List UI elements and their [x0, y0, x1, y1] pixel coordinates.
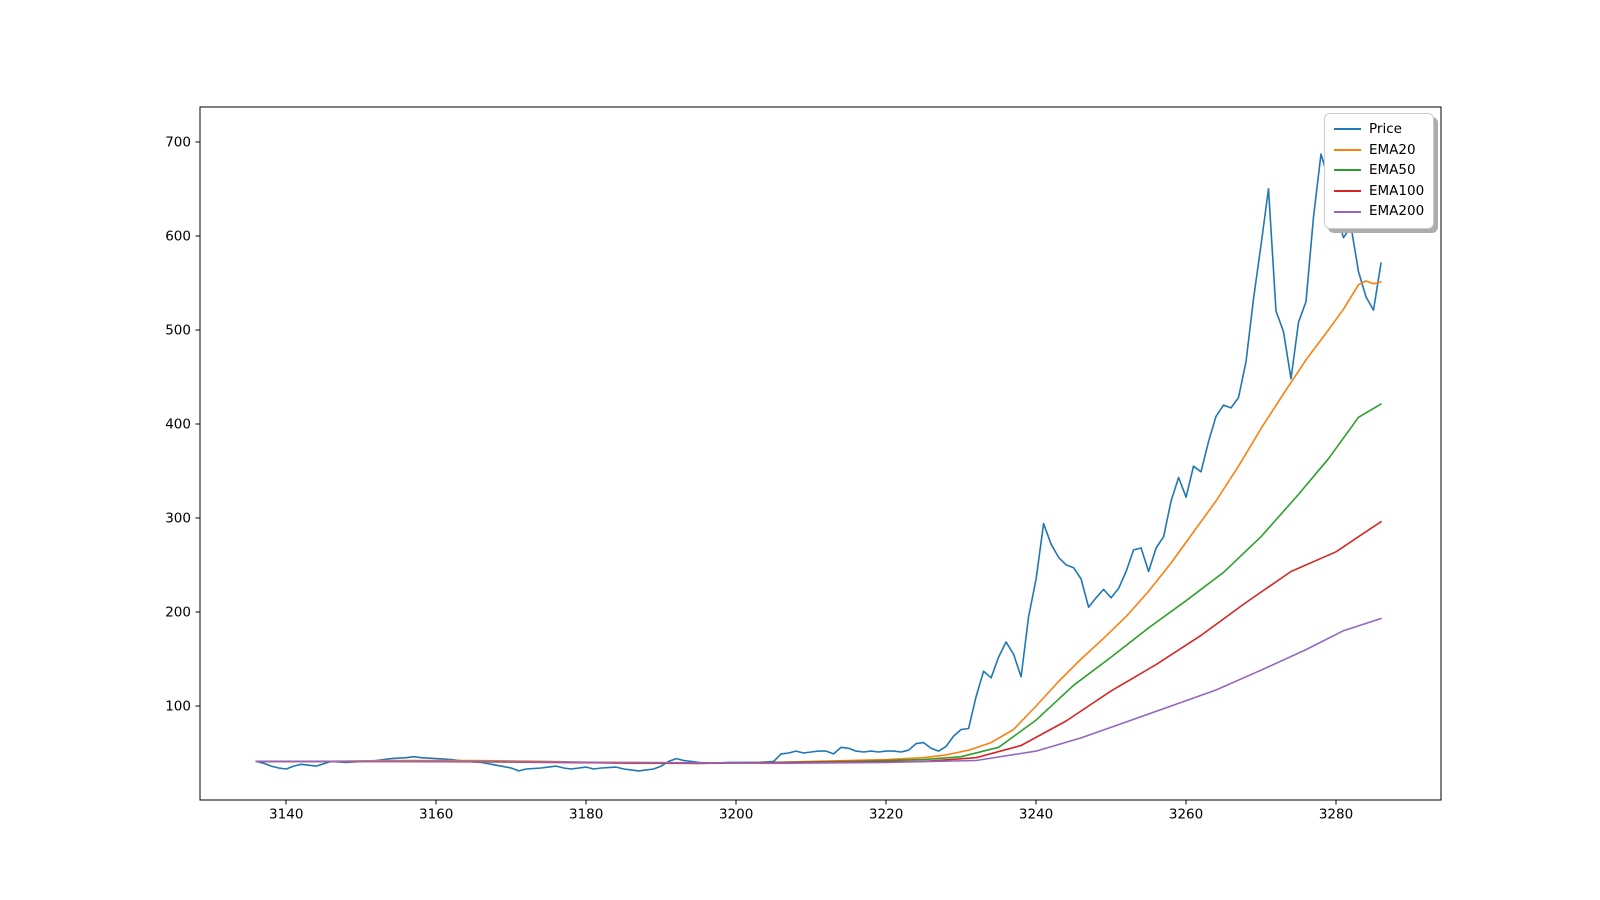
x-tick-label: 3180 [569, 807, 603, 823]
x-tick-label: 3160 [419, 807, 453, 823]
legend-item-ema100: EMA100 [1334, 181, 1424, 202]
legend-line-sample-ema50 [1334, 169, 1361, 172]
x-tick-label: 3280 [1319, 807, 1353, 823]
series-line-ema100 [255, 520, 1382, 765]
y-tick-label: 200 [165, 604, 191, 620]
x-tick-label: 3140 [269, 807, 303, 823]
axes: 3140 3160 3180 3200 3220 3240 3260 3280 100 200 30… [165, 106, 1442, 823]
x-tick-label: 3200 [719, 807, 753, 823]
x-tick-label: 3240 [1019, 807, 1053, 823]
legend-item-price: Price [1334, 119, 1424, 140]
legend-line-sample-ema200 [1334, 210, 1361, 213]
legend-line-sample-price [1334, 128, 1361, 131]
x-tick-label: 3220 [869, 807, 903, 823]
legend-label: EMA100 [1369, 182, 1425, 199]
legend-item-ema200: EMA200 [1334, 201, 1424, 222]
legend-label: Price [1369, 121, 1402, 137]
legend-item-ema50: EMA50 [1334, 160, 1424, 181]
legend-label: EMA50 [1369, 162, 1416, 179]
y-tick-label: 100 [165, 698, 191, 714]
y-tick-label: 400 [165, 416, 191, 432]
legend-line-sample-ema100 [1334, 190, 1361, 193]
plot-border [199, 106, 1442, 801]
y-tick-label: 300 [165, 510, 191, 526]
legend-label: EMA20 [1369, 141, 1416, 158]
legend-label: EMA200 [1369, 203, 1425, 220]
legend-item-ema20: EMA20 [1334, 140, 1424, 161]
y-tick-label: 600 [165, 228, 191, 244]
series-line-ema200 [255, 617, 1382, 765]
y-tick-label: 700 [165, 134, 191, 150]
series-line-price [255, 153, 1382, 772]
x-tick-label: 3260 [1169, 807, 1203, 823]
y-tick-label: 500 [165, 322, 191, 338]
legend: Price EMA20 EMA50 EMA100 EMA200 [1324, 113, 1435, 229]
series-lines [255, 153, 1382, 772]
legend-line-sample-ema20 [1334, 148, 1361, 151]
series-line-ema50 [255, 403, 1382, 765]
